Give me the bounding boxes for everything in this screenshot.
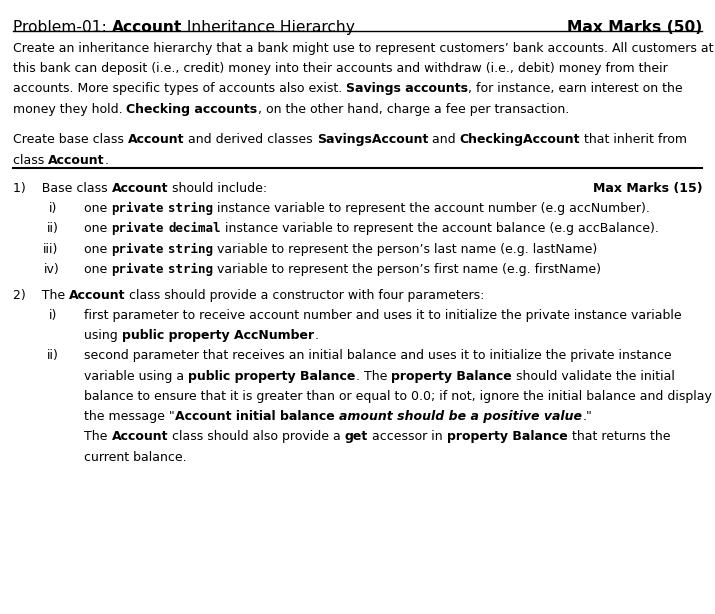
Text: Account: Account — [112, 430, 168, 443]
Text: get: get — [345, 430, 368, 443]
Text: private: private — [112, 263, 164, 276]
Text: and: and — [428, 133, 460, 146]
Text: property Balance: property Balance — [391, 370, 512, 383]
Text: 2)    The: 2) The — [13, 289, 69, 301]
Text: Max Marks (15): Max Marks (15) — [593, 182, 702, 195]
Text: instance variable to represent the account number (e.g accNumber).: instance variable to represent the accou… — [213, 202, 650, 215]
Text: Inheritance Hierarchy: Inheritance Hierarchy — [182, 20, 355, 34]
Text: first parameter to receive account number and uses it to initialize the private : first parameter to receive account numbe… — [84, 309, 682, 322]
Text: amount should be a positive value: amount should be a positive value — [339, 410, 582, 423]
Text: and derived classes: and derived classes — [184, 133, 317, 146]
Text: public property Balance: public property Balance — [189, 370, 356, 383]
Text: property Balance: property Balance — [447, 430, 568, 443]
Text: accounts. More specific types of accounts also exist.: accounts. More specific types of account… — [13, 82, 346, 95]
Text: variable using a: variable using a — [84, 370, 189, 383]
Text: variable to represent the person’s first name (e.g. firstName): variable to represent the person’s first… — [213, 263, 601, 276]
Text: .": ." — [582, 410, 592, 423]
Text: variable to represent the person’s last name (e.g. lastName): variable to represent the person’s last … — [213, 243, 597, 255]
Text: private: private — [112, 222, 164, 235]
Text: Account initial balance: Account initial balance — [175, 410, 339, 423]
Text: iv): iv) — [44, 263, 60, 276]
Text: should validate the initial: should validate the initial — [512, 370, 675, 383]
Text: should include:: should include: — [168, 182, 267, 195]
Text: , on the other hand, charge a fee per transaction.: , on the other hand, charge a fee per tr… — [257, 103, 569, 115]
Text: Account: Account — [128, 133, 184, 146]
Text: one: one — [84, 243, 112, 255]
Text: private: private — [112, 202, 164, 215]
Text: money they hold.: money they hold. — [13, 103, 127, 115]
Text: balance to ensure that it is greater than or equal to 0.0; if not, ignore the in: balance to ensure that it is greater tha… — [84, 390, 712, 403]
Text: class: class — [13, 154, 48, 166]
Text: ii): ii) — [46, 349, 59, 362]
Text: CheckingAccount: CheckingAccount — [460, 133, 581, 146]
Text: , for instance, earn interest on the: , for instance, earn interest on the — [468, 82, 683, 95]
Text: i): i) — [49, 202, 57, 215]
Text: Checking accounts: Checking accounts — [127, 103, 257, 115]
Text: using: using — [84, 329, 122, 342]
Text: one: one — [84, 202, 112, 215]
Text: .: . — [104, 154, 109, 166]
Text: string: string — [168, 243, 213, 255]
Text: current balance.: current balance. — [84, 451, 187, 464]
Text: Account: Account — [69, 289, 126, 301]
Text: Create an inheritance hierarchy that a bank might use to represent customers’ ba: Create an inheritance hierarchy that a b… — [13, 42, 714, 55]
Text: second parameter that receives an initial balance and uses it to initialize the : second parameter that receives an initia… — [84, 349, 672, 362]
Text: accessor in: accessor in — [368, 430, 447, 443]
Text: iii): iii) — [43, 243, 59, 255]
Text: decimal: decimal — [168, 222, 221, 235]
Text: class should also provide a: class should also provide a — [168, 430, 345, 443]
Text: Account: Account — [48, 154, 104, 166]
Text: public property AccNumber: public property AccNumber — [122, 329, 315, 342]
Text: string: string — [168, 263, 213, 276]
Text: private: private — [112, 243, 164, 255]
Text: the message ": the message " — [84, 410, 175, 423]
Text: ii): ii) — [46, 222, 59, 235]
Text: Account: Account — [112, 182, 168, 195]
Text: Create base class: Create base class — [13, 133, 128, 146]
Text: one: one — [84, 263, 112, 276]
Text: that inherit from: that inherit from — [581, 133, 687, 146]
Text: SavingsAccount: SavingsAccount — [317, 133, 428, 146]
Text: that returns the: that returns the — [568, 430, 670, 443]
Text: 1)    Base class: 1) Base class — [13, 182, 112, 195]
Text: this bank can deposit (i.e., credit) money into their accounts and withdraw (i.e: this bank can deposit (i.e., credit) mon… — [13, 62, 668, 75]
Text: The: The — [84, 430, 112, 443]
Text: instance variable to represent the account balance (e.g accBalance).: instance variable to represent the accou… — [221, 222, 659, 235]
Text: .: . — [315, 329, 318, 342]
Text: . The: . The — [356, 370, 391, 383]
Text: string: string — [168, 202, 213, 215]
Text: Problem-01:: Problem-01: — [13, 20, 112, 34]
Text: Max Marks (50): Max Marks (50) — [567, 20, 702, 34]
Text: Account: Account — [112, 20, 182, 34]
Text: i): i) — [49, 309, 57, 322]
Text: Savings accounts: Savings accounts — [346, 82, 468, 95]
Text: one: one — [84, 222, 112, 235]
Text: class should provide a constructor with four parameters:: class should provide a constructor with … — [126, 289, 485, 301]
